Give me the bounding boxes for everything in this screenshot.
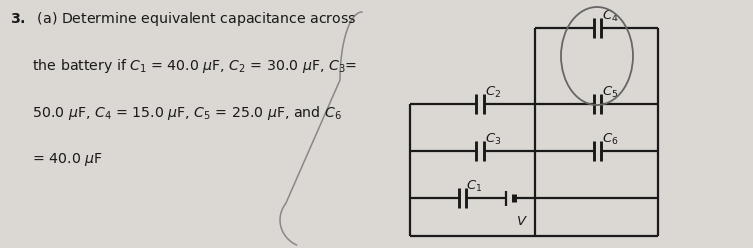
Text: $\mathbf{3.}$  (a) Determine equivalent capacitance across: $\mathbf{3.}$ (a) Determine equivalent c… bbox=[10, 10, 356, 28]
Text: $C_5$: $C_5$ bbox=[602, 85, 618, 100]
Text: $C_6$: $C_6$ bbox=[602, 132, 618, 147]
Text: $V$: $V$ bbox=[516, 215, 528, 228]
Text: $C_1$: $C_1$ bbox=[466, 179, 482, 194]
Text: the battery if $C_1$ = 40.0 $\mu$F, $C_2$ = 30.0 $\mu$F, $C_3$=: the battery if $C_1$ = 40.0 $\mu$F, $C_2… bbox=[10, 57, 357, 75]
Text: 50.0 $\mu$F, $C_4$ = 15.0 $\mu$F, $C_5$ = 25.0 $\mu$F, and $C_6$: 50.0 $\mu$F, $C_4$ = 15.0 $\mu$F, $C_5$ … bbox=[10, 104, 342, 122]
Text: = 40.0 $\mu$F: = 40.0 $\mu$F bbox=[10, 151, 103, 168]
Text: $C_3$: $C_3$ bbox=[485, 132, 501, 147]
Text: $C_2$: $C_2$ bbox=[485, 85, 501, 100]
Text: $C_4$: $C_4$ bbox=[602, 9, 619, 24]
